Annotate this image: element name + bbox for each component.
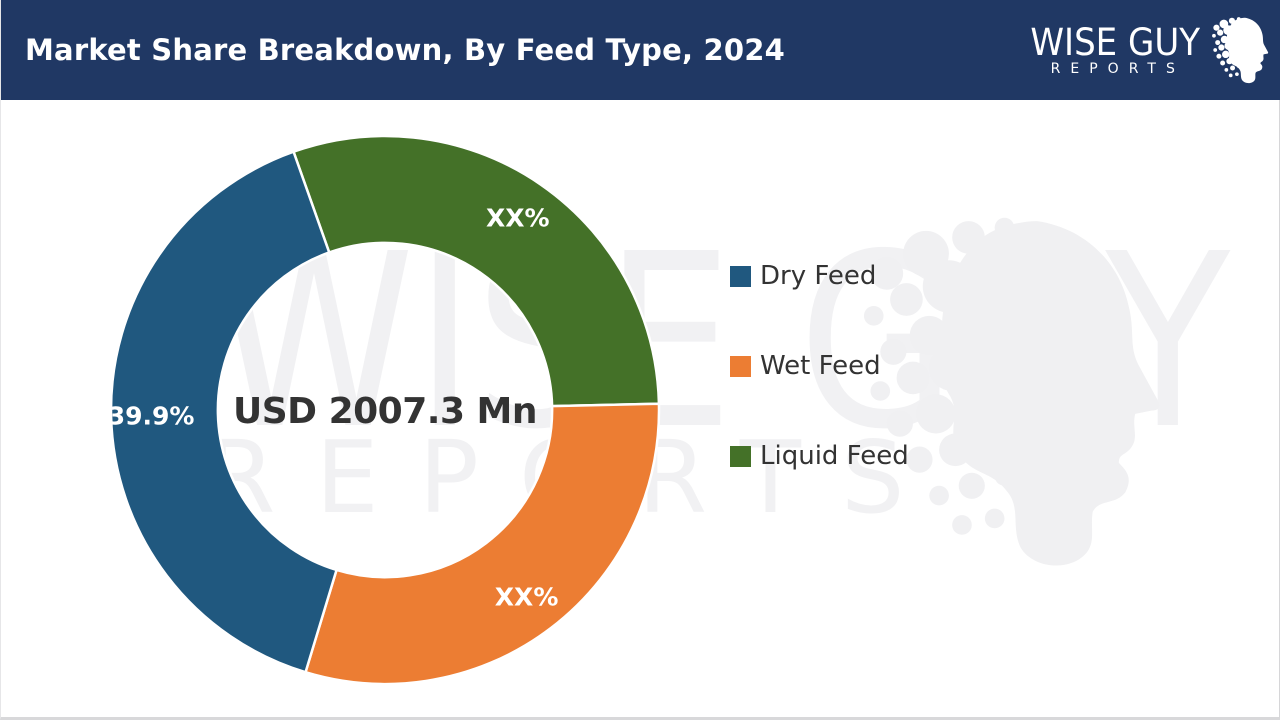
brand-name: WISE GUY (1029, 20, 1200, 64)
legend-label: Dry Feed (760, 261, 877, 291)
legend-label: Liquid Feed (760, 441, 909, 471)
donut-center-value: USD 2007.3 Mn (233, 391, 537, 432)
slice-value-label: XX% (495, 582, 559, 611)
slice-dry-feed[interactable] (109, 150, 338, 674)
brand-wordmark: WISE GUY REPORTS (1023, 20, 1207, 78)
legend-item-liquid-feed[interactable]: Liquid Feed (730, 441, 909, 471)
donut-slice-labels: XX% XX% 39.9% (108, 203, 559, 611)
legend-swatch-liquid-feed (730, 445, 751, 467)
legend-item-dry-feed[interactable]: Dry Feed (730, 261, 909, 291)
slice-value-label: XX% (486, 203, 550, 232)
donut-slices (109, 134, 661, 686)
legend-label: Wet Feed (760, 351, 881, 381)
header-bar: Market Share Breakdown, By Feed Type, 20… (1, 0, 1280, 100)
brand-face-icon (1209, 9, 1271, 91)
donut-chart: XX% XX% 39.9% USD 2007.3 Mn (75, 100, 695, 720)
legend: Dry Feed Wet Feed Liquid Feed (730, 261, 909, 471)
page-title: Market Share Breakdown, By Feed Type, 20… (25, 33, 786, 67)
slice-wet-feed[interactable] (304, 402, 661, 686)
legend-swatch-wet-feed (730, 355, 751, 377)
slice-value-label: 39.9% (108, 401, 195, 430)
brand-subtitle: REPORTS (1050, 61, 1185, 78)
slice-liquid-feed[interactable] (292, 134, 661, 408)
legend-swatch-dry-feed (730, 265, 751, 287)
legend-item-wet-feed[interactable]: Wet Feed (730, 351, 909, 381)
brand-logo: WISE GUY REPORTS (1023, 6, 1271, 94)
